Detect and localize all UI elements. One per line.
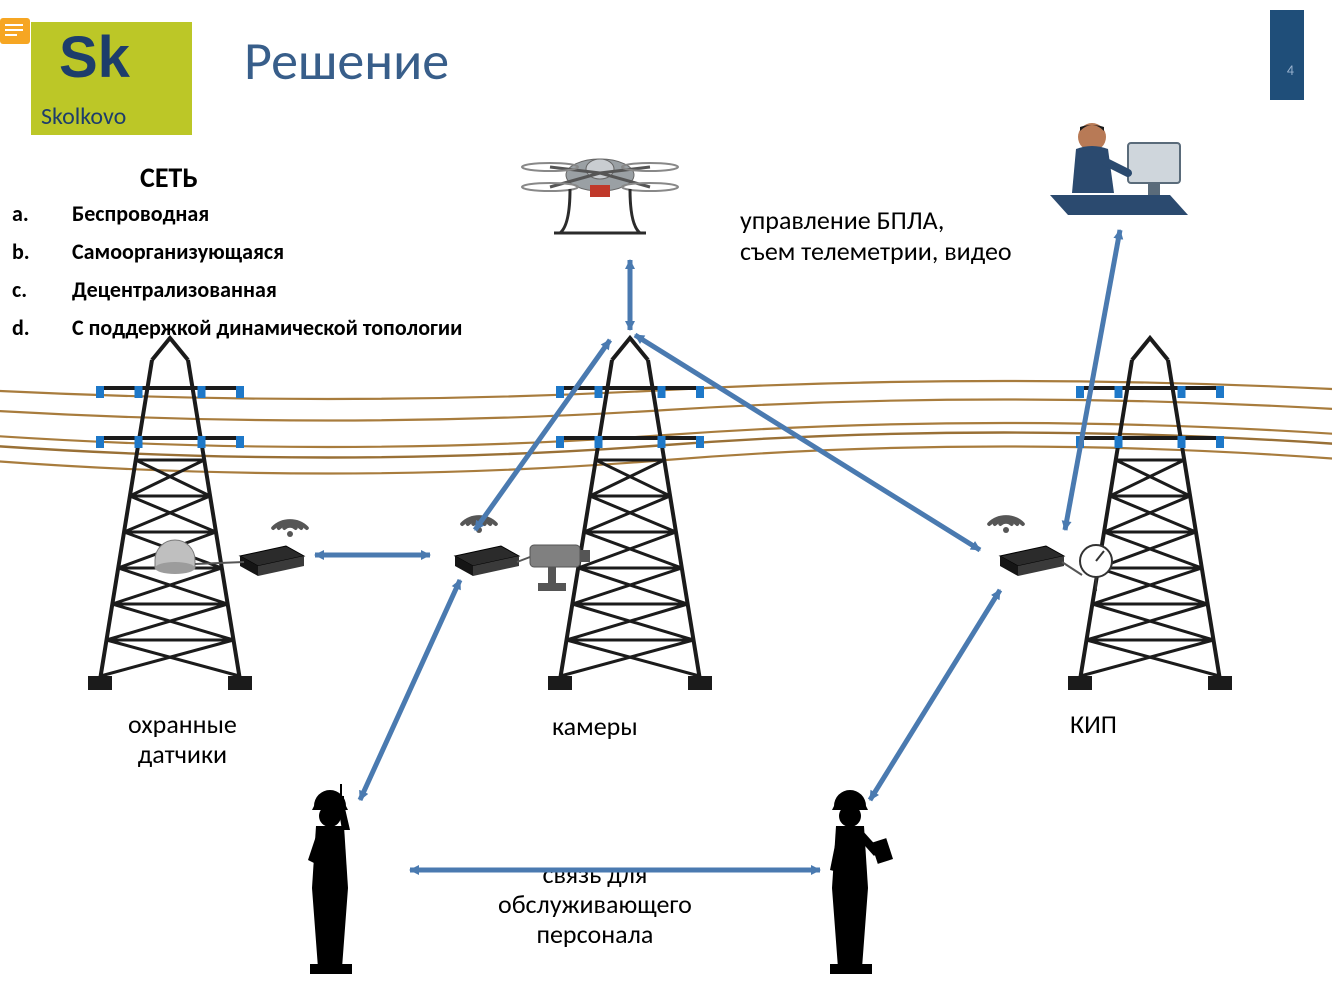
sensor-icon (155, 540, 195, 574)
router-icon (240, 546, 304, 576)
person-icon (830, 790, 893, 974)
router-icon (455, 546, 519, 576)
wifi-icon (273, 521, 307, 537)
wifi-icon (989, 517, 1023, 533)
drone-icon (522, 159, 678, 233)
router-icon (1000, 546, 1064, 576)
gauge-icon (1080, 545, 1112, 591)
diagram (0, 0, 1332, 992)
tower-icon (88, 338, 252, 690)
operator-icon (1050, 123, 1188, 215)
person-icon (308, 784, 352, 974)
